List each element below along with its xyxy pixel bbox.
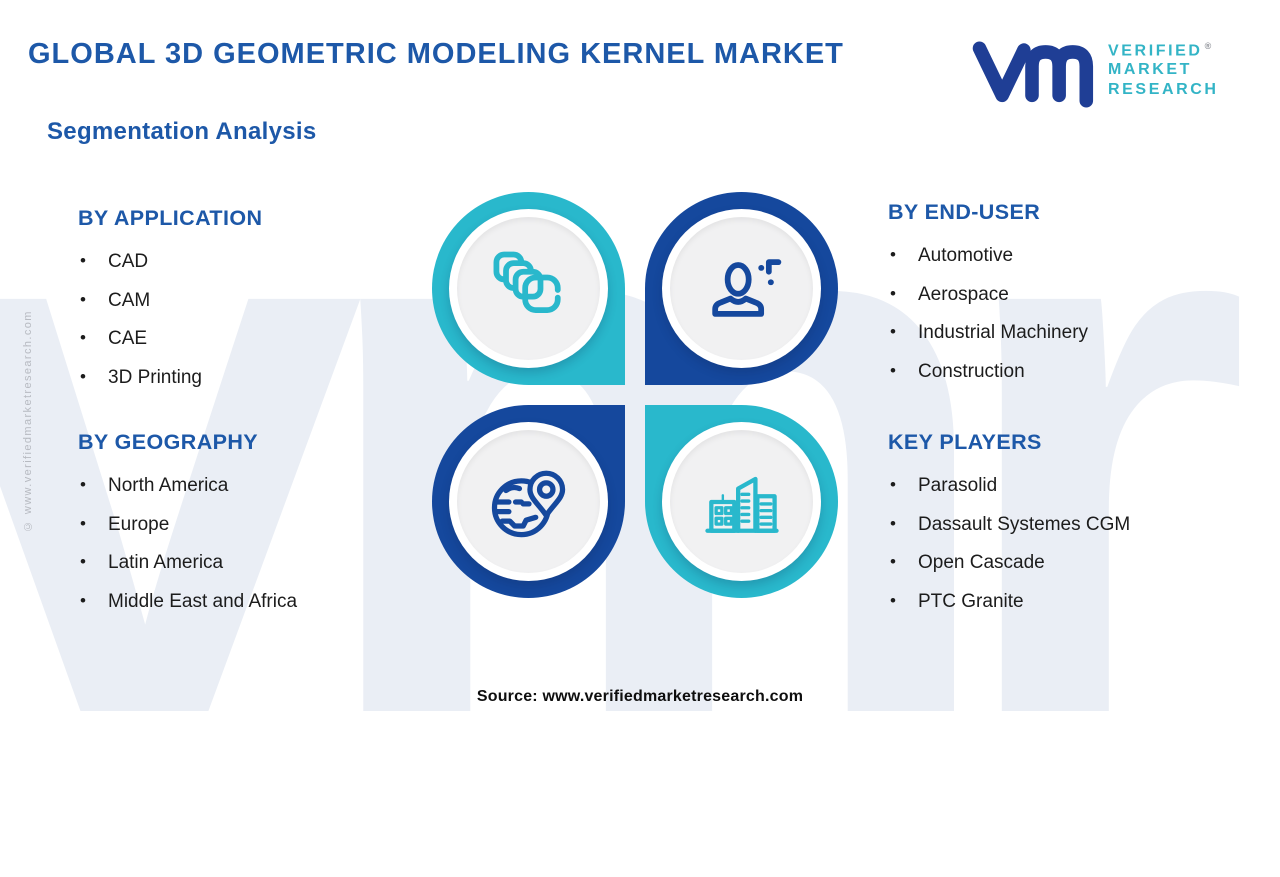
list-item: CAE: [78, 326, 408, 351]
list-item: Dassault Systemes CGM: [888, 512, 1218, 537]
side-copyright: © www.verifiedmarketresearch.com: [22, 310, 34, 532]
registered-mark: ®: [1204, 40, 1212, 51]
list-item: CAM: [78, 288, 408, 313]
page-subtitle: Segmentation Analysis: [47, 118, 317, 145]
list-item: Aerospace: [888, 282, 1218, 307]
quadrant-graphic: [432, 192, 838, 598]
quadrant-face: [457, 430, 600, 573]
key-players-list: Parasolid Dassault Systemes CGM Open Cas…: [888, 473, 1218, 614]
quadrant-application: [432, 192, 625, 385]
list-item: Construction: [888, 359, 1218, 384]
quadrant-inner-circle: [662, 209, 821, 368]
quadrant-inner-circle: [662, 422, 821, 581]
brand-wordmark: VERIFIED ® MARKET RESEARCH: [1108, 41, 1219, 100]
quadrant-key-players: [645, 405, 838, 598]
quadrant-inner-circle: [449, 422, 608, 581]
list-item: Middle East and Africa: [78, 589, 408, 614]
list-item: Automotive: [888, 243, 1218, 268]
list-item: 3D Printing: [78, 365, 408, 390]
brand-line-verified: VERIFIED: [1108, 41, 1203, 59]
geography-list: North America Europe Latin America Middl…: [78, 473, 408, 614]
globe-pin-icon: [491, 470, 565, 537]
list-item: Industrial Machinery: [888, 320, 1218, 345]
section-key-players: KEY PLAYERS Parasolid Dassault Systemes …: [888, 430, 1218, 628]
page-title: GLOBAL 3D GEOMETRIC MODELING KERNEL MARK…: [28, 38, 844, 70]
background-watermark-letters: vmr: [0, 52, 1251, 832]
list-item: CAD: [78, 249, 408, 274]
source-line: Source: www.verifiedmarketresearch.com: [476, 688, 804, 705]
quadrant-end-user: [645, 192, 838, 385]
section-end-user: BY END-USER Automotive Aerospace Industr…: [888, 200, 1218, 398]
list-item: Open Cascade: [888, 550, 1218, 575]
brand-logo: VERIFIED ® MARKET RESEARCH: [968, 32, 1219, 108]
brand-line-market: MARKET: [1108, 61, 1193, 79]
list-item: Parasolid: [888, 473, 1218, 498]
person-icon: [711, 258, 781, 317]
brand-line-research: RESEARCH: [1108, 80, 1219, 98]
quadrant-inner-circle: [449, 209, 608, 368]
list-item: North America: [78, 473, 408, 498]
application-list: CAD CAM CAE 3D Printing: [78, 249, 408, 390]
quadrant-face: [670, 217, 813, 360]
section-heading-end-user: BY END-USER: [888, 200, 1041, 224]
vm-monogram-icon: [972, 41, 1094, 108]
list-item: Europe: [78, 512, 408, 537]
infographic-root: vmr GLOBAL 3D GEOMETRIC MODELING KERNEL …: [0, 0, 1280, 720]
quadrant-face: [457, 217, 600, 360]
section-geography: BY GEOGRAPHY North America Europe Latin …: [78, 430, 408, 628]
section-heading-geography: BY GEOGRAPHY: [78, 430, 259, 454]
buildings-icon: [704, 476, 779, 533]
section-heading-key-players: KEY PLAYERS: [888, 430, 1042, 454]
end-user-list: Automotive Aerospace Industrial Machiner…: [888, 243, 1218, 384]
quadrant-face: [670, 430, 813, 573]
list-item: Latin America: [78, 550, 408, 575]
section-heading-application: BY APPLICATION: [78, 206, 263, 230]
list-item: PTC Granite: [888, 589, 1218, 614]
section-application: BY APPLICATION CAD CAM CAE 3D Printing: [78, 206, 408, 404]
quadrant-geography: [432, 405, 625, 598]
stacked-shapes-icon: [493, 251, 561, 313]
